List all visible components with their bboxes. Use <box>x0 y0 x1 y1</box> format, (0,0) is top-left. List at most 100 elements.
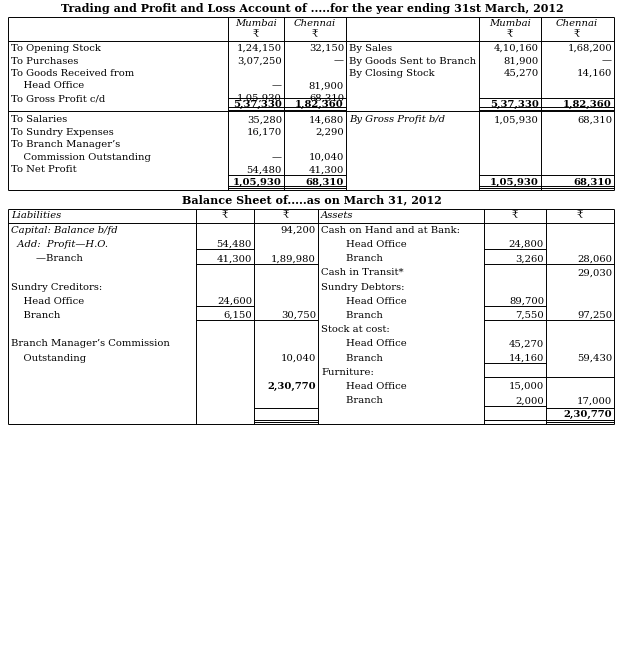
Text: To Salaries: To Salaries <box>11 115 67 124</box>
Text: 2,30,770: 2,30,770 <box>267 382 316 391</box>
Text: 1,05,930: 1,05,930 <box>494 115 539 124</box>
Text: 54,480: 54,480 <box>246 165 282 174</box>
Text: 6,150: 6,150 <box>223 311 252 320</box>
Text: By Goods Sent to Branch: By Goods Sent to Branch <box>349 57 476 66</box>
Text: Assets: Assets <box>321 211 354 220</box>
Text: Head Office: Head Office <box>321 339 407 348</box>
Text: ₹: ₹ <box>507 30 513 39</box>
Text: Head Office: Head Office <box>321 382 407 391</box>
Text: 15,000: 15,000 <box>509 382 544 391</box>
Text: Cash in Transit*: Cash in Transit* <box>321 268 404 277</box>
Text: 35,280: 35,280 <box>247 115 282 124</box>
Text: 81,900: 81,900 <box>309 81 344 90</box>
Text: Furniture:: Furniture: <box>321 368 374 377</box>
Text: To Goods Received from: To Goods Received from <box>11 69 134 78</box>
Text: ₹: ₹ <box>283 211 289 220</box>
Text: To Net Profit: To Net Profit <box>11 165 77 174</box>
Text: 29,030: 29,030 <box>577 268 612 277</box>
Text: 41,300: 41,300 <box>309 165 344 174</box>
Text: ₹: ₹ <box>253 30 259 39</box>
Text: 45,270: 45,270 <box>509 339 544 348</box>
Text: —: — <box>272 153 282 161</box>
Text: 2,30,770: 2,30,770 <box>563 411 612 419</box>
Text: Chennai: Chennai <box>556 19 598 28</box>
Text: Balance Sheet of.....as on March 31, 2012: Balance Sheet of.....as on March 31, 201… <box>182 195 442 206</box>
Text: —: — <box>602 57 612 66</box>
Text: 16,170: 16,170 <box>246 128 282 137</box>
Text: 10,040: 10,040 <box>309 153 344 161</box>
Text: Head Office: Head Office <box>321 240 407 249</box>
Text: 7,550: 7,550 <box>515 311 544 320</box>
Text: 1,68,200: 1,68,200 <box>567 44 612 53</box>
Text: Branch: Branch <box>11 311 61 320</box>
Text: 14,160: 14,160 <box>577 69 612 78</box>
Text: Branch: Branch <box>321 255 383 263</box>
Text: 45,270: 45,270 <box>504 69 539 78</box>
Text: —: — <box>272 81 282 90</box>
Text: 14,680: 14,680 <box>309 115 344 124</box>
Text: 3,260: 3,260 <box>515 255 544 263</box>
Text: 10,040: 10,040 <box>281 353 316 363</box>
Text: ₹: ₹ <box>312 30 318 39</box>
Text: 28,060: 28,060 <box>577 255 612 263</box>
Text: 32,150: 32,150 <box>309 44 344 53</box>
Text: 68,310: 68,310 <box>573 178 612 187</box>
Text: 1,05,930: 1,05,930 <box>237 94 282 103</box>
Text: Head Office: Head Office <box>11 81 84 90</box>
Text: Cash on Hand and at Bank:: Cash on Hand and at Bank: <box>321 226 460 235</box>
Text: ₹: ₹ <box>577 211 583 220</box>
Text: 54,480: 54,480 <box>217 240 252 249</box>
Text: 24,800: 24,800 <box>509 240 544 249</box>
Text: Mumbai: Mumbai <box>235 19 277 28</box>
Text: 41,300: 41,300 <box>217 255 252 263</box>
Text: 89,700: 89,700 <box>509 297 544 306</box>
Text: Branch: Branch <box>321 353 383 363</box>
Text: 1,82,360: 1,82,360 <box>563 100 612 109</box>
Text: Branch Manager’s Commission: Branch Manager’s Commission <box>11 339 170 348</box>
Text: 94,200: 94,200 <box>281 226 316 235</box>
Text: Head Office: Head Office <box>321 297 407 306</box>
Text: 5,37,330: 5,37,330 <box>490 100 539 109</box>
Text: 59,430: 59,430 <box>577 353 612 363</box>
Text: 1,05,930: 1,05,930 <box>233 178 282 187</box>
Text: Commission Outstanding: Commission Outstanding <box>11 153 151 161</box>
Text: 1,82,360: 1,82,360 <box>295 100 344 109</box>
Text: Stock at cost:: Stock at cost: <box>321 326 390 334</box>
Text: Branch: Branch <box>321 311 383 320</box>
Text: ₹: ₹ <box>222 211 228 220</box>
Text: 30,750: 30,750 <box>281 311 316 320</box>
Text: 1,05,930: 1,05,930 <box>490 178 539 187</box>
Text: 1,24,150: 1,24,150 <box>237 44 282 53</box>
Text: 97,250: 97,250 <box>577 311 612 320</box>
Text: Mumbai: Mumbai <box>489 19 531 28</box>
Text: To Gross Profit c/d: To Gross Profit c/d <box>11 94 105 103</box>
Text: 68,310: 68,310 <box>309 94 344 103</box>
Text: —: — <box>334 57 344 66</box>
Text: Head Office: Head Office <box>11 297 84 306</box>
Text: Sundry Debtors:: Sundry Debtors: <box>321 283 404 292</box>
Text: Chennai: Chennai <box>294 19 336 28</box>
Text: 4,10,160: 4,10,160 <box>494 44 539 53</box>
Text: —Branch: —Branch <box>11 255 83 263</box>
Text: By Gross Profit b/d: By Gross Profit b/d <box>349 115 445 124</box>
Text: 1,89,980: 1,89,980 <box>271 255 316 263</box>
Text: Trading and Profit and Loss Account of .....for the year ending 31st March, 2012: Trading and Profit and Loss Account of .… <box>61 3 563 14</box>
Text: ₹: ₹ <box>512 211 518 220</box>
Text: ₹: ₹ <box>574 30 580 39</box>
Text: To Purchases: To Purchases <box>11 57 79 66</box>
Text: 81,900: 81,900 <box>504 57 539 66</box>
Text: To Branch Manager’s: To Branch Manager’s <box>11 140 120 149</box>
Text: By Closing Stock: By Closing Stock <box>349 69 435 78</box>
Text: To Sundry Expenses: To Sundry Expenses <box>11 128 114 137</box>
Text: Capital: Balance b/fd: Capital: Balance b/fd <box>11 226 118 235</box>
Text: 2,290: 2,290 <box>315 128 344 137</box>
Text: 68,310: 68,310 <box>306 178 344 187</box>
Text: By Sales: By Sales <box>349 44 392 53</box>
Text: To Opening Stock: To Opening Stock <box>11 44 101 53</box>
Text: Liabilities: Liabilities <box>11 211 61 220</box>
Text: 24,600: 24,600 <box>217 297 252 306</box>
Text: Add:  Profit—H.O.: Add: Profit—H.O. <box>11 240 108 249</box>
Text: Sundry Creditors:: Sundry Creditors: <box>11 283 102 292</box>
Text: Branch: Branch <box>321 396 383 406</box>
Text: 68,310: 68,310 <box>577 115 612 124</box>
